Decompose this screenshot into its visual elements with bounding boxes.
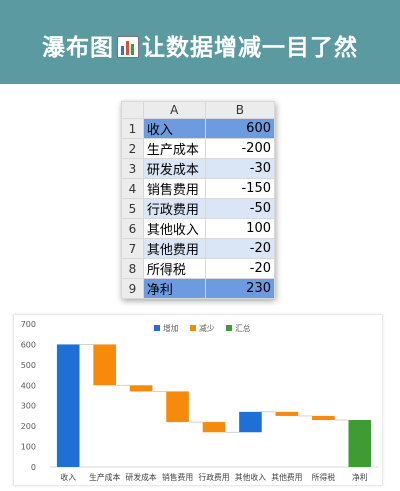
x-tick-label: 收入 bbox=[60, 472, 76, 482]
header-banner: 瀑布图 让数据增减一目了然 bbox=[0, 0, 400, 84]
y-tick-label: 400 bbox=[21, 381, 36, 390]
spreadsheet: A B 1 收入 600 2 生产成本 -200 3 研发成本 -30 4 销售费用 -150 5 行政费… bbox=[121, 101, 276, 299]
cell-value[interactable]: -50 bbox=[204, 198, 276, 219]
cell-value[interactable]: 600 bbox=[204, 118, 276, 139]
waterfall-chart: 0 100 200 300 400 500 600 700 收入 生产成本 研发成本 销售费用 行政费用… bbox=[13, 314, 383, 486]
cell-value[interactable]: -20 bbox=[204, 258, 276, 279]
sheet-row: 1 收入 600 bbox=[121, 118, 276, 139]
column-header-row: A B bbox=[121, 101, 276, 119]
row-number[interactable]: 2 bbox=[121, 138, 144, 159]
y-tick-label: 0 bbox=[31, 463, 36, 472]
x-tick-label: 生产成本 bbox=[89, 472, 120, 482]
legend-label: 增加 bbox=[163, 323, 179, 333]
cell-value[interactable]: -20 bbox=[204, 238, 276, 259]
legend-swatch bbox=[190, 325, 196, 331]
y-tick-label: 600 bbox=[21, 340, 36, 349]
spreadsheet-table: A B 1 收入 600 2 生产成本 -200 3 研发成本 -30 4 销售费用 -150 5 行政费… bbox=[121, 101, 276, 299]
column-header-a[interactable]: A bbox=[142, 101, 206, 119]
banner-title: 瀑布图 让数据增减一目了然 bbox=[0, 28, 400, 62]
x-tick-label: 所得税 bbox=[312, 472, 336, 482]
row-number[interactable]: 3 bbox=[121, 158, 144, 179]
row-number[interactable]: 6 bbox=[121, 218, 144, 239]
bar-chart-icon bbox=[117, 36, 139, 58]
x-tick-label: 行政费用 bbox=[198, 472, 229, 482]
y-tick-label: 500 bbox=[21, 361, 36, 370]
sheet-row: 4 销售费用 -150 bbox=[121, 178, 276, 199]
waterfall-bar bbox=[56, 344, 80, 467]
cell-value[interactable]: -150 bbox=[204, 178, 276, 199]
cell-label[interactable]: 其他收入 bbox=[142, 218, 206, 239]
cell-value[interactable]: -200 bbox=[204, 138, 276, 159]
row-number[interactable]: 9 bbox=[121, 278, 144, 299]
waterfall-bar bbox=[348, 420, 372, 467]
cell-label[interactable]: 销售费用 bbox=[142, 178, 206, 199]
waterfall-bar bbox=[202, 422, 226, 433]
cell-label[interactable]: 净利 bbox=[142, 278, 206, 299]
row-number[interactable]: 1 bbox=[121, 118, 144, 139]
waterfall-bar bbox=[239, 411, 262, 433]
waterfall-bar bbox=[312, 415, 335, 421]
waterfall-bar bbox=[275, 411, 299, 416]
cell-label[interactable]: 生产成本 bbox=[142, 138, 206, 159]
column-header-b[interactable]: B bbox=[204, 101, 276, 119]
sheet-row: 6 其他收入 100 bbox=[121, 218, 276, 239]
legend-swatch bbox=[154, 325, 160, 331]
sheet-row: 7 其他费用 -20 bbox=[121, 238, 276, 259]
x-tick-label: 研发成本 bbox=[126, 472, 157, 482]
cell-value[interactable]: -30 bbox=[204, 158, 276, 179]
x-tick-label: 其他收入 bbox=[235, 472, 266, 482]
y-tick-label: 100 bbox=[21, 443, 36, 452]
y-tick-label: 200 bbox=[21, 422, 36, 431]
waterfall-bar bbox=[129, 385, 153, 392]
legend-label: 减少 bbox=[199, 323, 215, 333]
sheet-row: 5 行政费用 -50 bbox=[121, 198, 276, 219]
x-tick-label: 销售费用 bbox=[162, 472, 193, 482]
banner-title-post: 让数据增减一目了然 bbox=[142, 35, 358, 61]
cell-label[interactable]: 行政费用 bbox=[142, 198, 206, 219]
cell-label[interactable]: 所得税 bbox=[142, 258, 206, 279]
sheet-row: 3 研发成本 -30 bbox=[121, 158, 276, 179]
row-number[interactable]: 8 bbox=[121, 258, 144, 279]
legend-swatch bbox=[226, 325, 232, 331]
y-tick-label: 300 bbox=[21, 402, 36, 411]
waterfall-bar bbox=[93, 344, 116, 386]
sheet-row: 8 所得税 -20 bbox=[121, 258, 276, 279]
corner-cell[interactable] bbox=[121, 101, 144, 119]
row-number[interactable]: 7 bbox=[121, 238, 144, 259]
x-tick-label: 净利 bbox=[352, 472, 368, 482]
banner-title-pre: 瀑布图 bbox=[42, 35, 114, 61]
sheet-row: 9 净利 230 bbox=[121, 278, 276, 299]
cell-label[interactable]: 其他费用 bbox=[142, 238, 206, 259]
y-tick-label: 700 bbox=[21, 320, 36, 329]
row-number[interactable]: 4 bbox=[121, 178, 144, 199]
cell-label[interactable]: 研发成本 bbox=[142, 158, 206, 179]
row-number[interactable]: 5 bbox=[121, 198, 144, 219]
x-tick-label: 其他费用 bbox=[271, 472, 302, 482]
cell-label[interactable]: 收入 bbox=[142, 118, 206, 139]
chart-svg: 0 100 200 300 400 500 600 700 收入 生产成本 研发成本 销售费用 行政费用… bbox=[21, 320, 378, 482]
waterfall-bar bbox=[166, 391, 189, 423]
cell-value[interactable]: 100 bbox=[204, 218, 276, 239]
sheet-row: 2 生产成本 -200 bbox=[121, 138, 276, 159]
legend-label: 汇总 bbox=[235, 323, 251, 333]
cell-value[interactable]: 230 bbox=[204, 278, 276, 299]
